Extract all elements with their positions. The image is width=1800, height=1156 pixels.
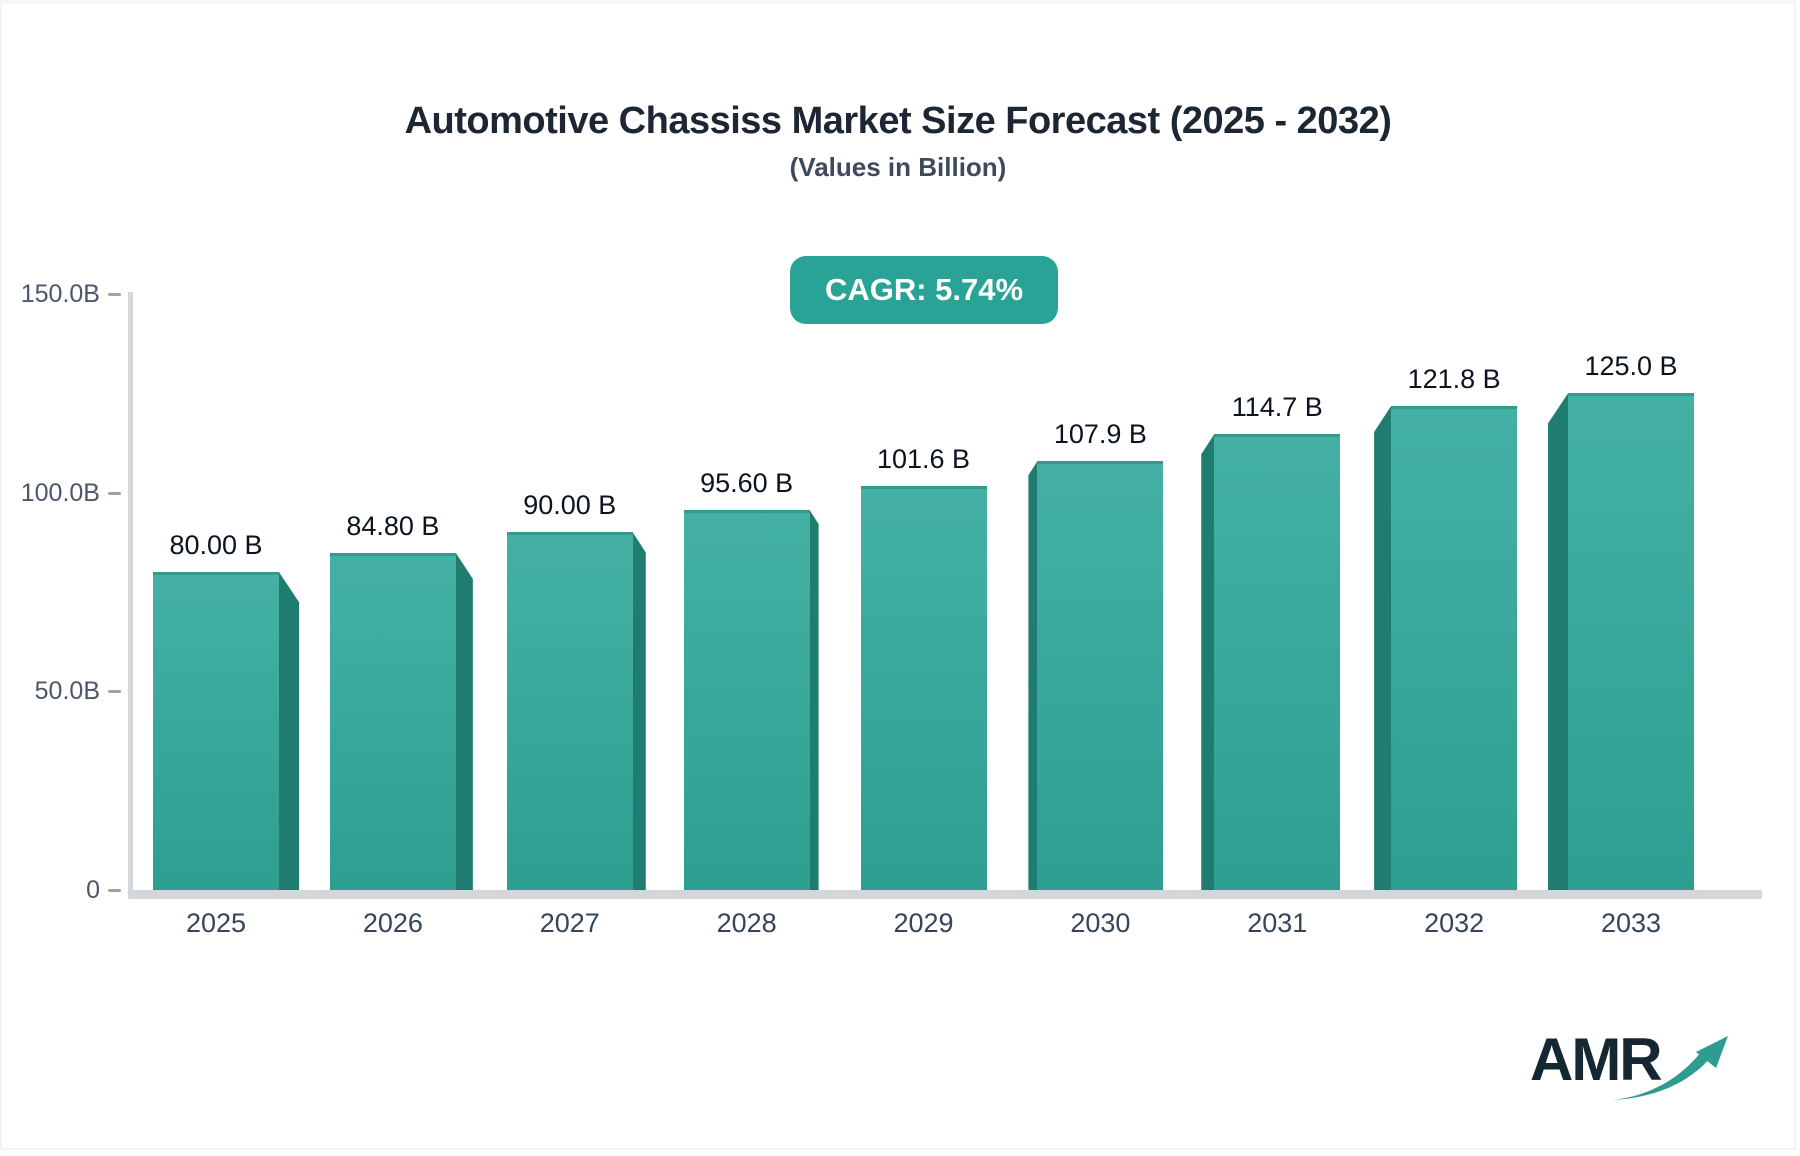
- bar: [1568, 393, 1694, 890]
- x-tick-label: 2029: [893, 908, 954, 938]
- bar: [683, 510, 810, 890]
- y-tick-label: 150.0B: [20, 280, 100, 308]
- x-tick-label: 2025: [185, 908, 247, 938]
- y-tick-dash: [108, 491, 121, 495]
- y-tick-dash: [108, 293, 121, 296]
- bar: [1391, 406, 1518, 890]
- amr-logo-text: AMR: [1530, 1026, 1663, 1093]
- bar-value-label: 80.00 B: [169, 530, 263, 561]
- cagr-badge-label: CAGR: 5.74%: [824, 272, 1024, 307]
- bar-side-panel: [1028, 461, 1038, 890]
- x-tick-label: 2033: [1600, 908, 1662, 938]
- chart-subtitle: (Values in Billion): [789, 152, 1007, 182]
- y-tick-label: 0: [86, 876, 100, 904]
- x-tick-label: 2032: [1424, 908, 1485, 938]
- x-axis-baseline: [128, 890, 1762, 899]
- y-tick-label: 100.0B: [20, 478, 100, 507]
- bar: [329, 553, 456, 890]
- bar-side-panel: [1374, 406, 1392, 890]
- bar-side-panel: [279, 572, 299, 890]
- x-tick-label: 2030: [1070, 908, 1131, 938]
- bar: [1037, 461, 1164, 890]
- bar-chart: 150.0B 100.0B 50.0B 0 80.00 B 2025 84.80 B 2026…: [2, 4, 1794, 1148]
- bar-value-label: 90.00 B: [523, 490, 617, 521]
- bar: [1214, 434, 1341, 890]
- bar-value-label: 101.6 B: [876, 444, 971, 475]
- bar-side-panel: [455, 553, 473, 890]
- growth-arrow-icon: [1612, 1036, 1728, 1100]
- x-tick-label: 2026: [362, 908, 423, 938]
- y-tick-dash: [108, 889, 121, 892]
- y-tick-label: 50.0B: [34, 677, 100, 706]
- bar-side-panel: [632, 532, 646, 890]
- bar-value-label: 114.7 B: [1231, 392, 1323, 423]
- bar: [860, 486, 987, 890]
- bar-value-label: 125.0 B: [1584, 351, 1678, 382]
- x-tick-label: 2027: [539, 908, 600, 938]
- bar: [153, 572, 279, 890]
- x-tick-label: 2028: [716, 908, 777, 938]
- x-tick-label: 2031: [1247, 908, 1308, 938]
- amr-logo: AMR: [1530, 1026, 1740, 1116]
- y-axis-line: [128, 292, 133, 892]
- bar-value-label: 84.80 B: [346, 511, 440, 542]
- bar: [506, 532, 633, 890]
- bar-value-label: 121.8 B: [1407, 364, 1501, 395]
- bar-side-panel: [1201, 434, 1215, 890]
- y-tick-dash: [108, 690, 121, 694]
- bar-value-label: 95.60 B: [700, 468, 794, 499]
- bar-side-panel: [1548, 393, 1568, 890]
- cagr-badge: CAGR: 5.74%: [790, 256, 1058, 324]
- bar-value-label: 107.9 B: [1053, 419, 1147, 450]
- bar-side-panel: [809, 510, 819, 890]
- chart-title: Automotive Chassiss Market Size Forecast…: [404, 100, 1392, 142]
